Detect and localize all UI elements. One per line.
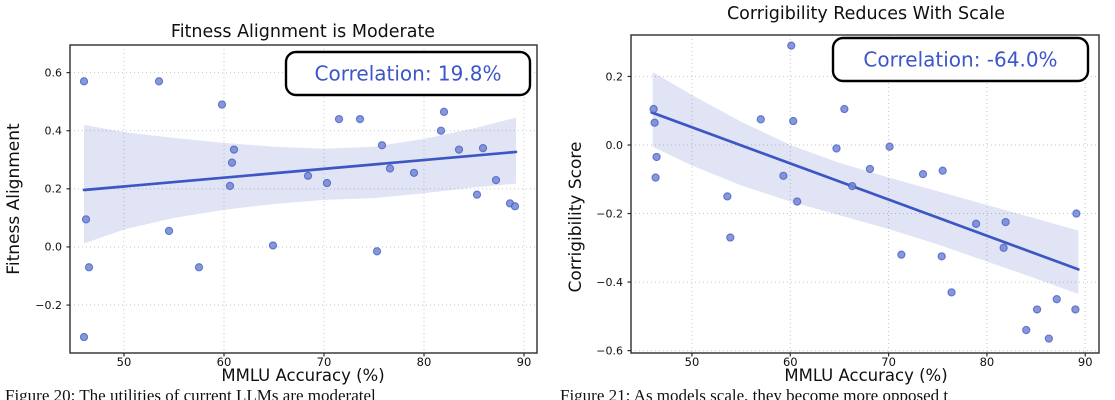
data-point [84, 263, 94, 272]
data-point [937, 252, 946, 261]
data-point [472, 190, 482, 199]
x-tick-label: 90 [1078, 355, 1093, 369]
data-point [726, 233, 735, 242]
data-point [79, 77, 89, 86]
chart-title: Corrigibility Reduces With Scale [727, 4, 1005, 24]
correlation-box [831, 36, 1090, 83]
data-point [229, 145, 239, 154]
confidence-band [652, 72, 1079, 295]
caption-row: Figure 20: The utilities of current LLMs… [0, 387, 1115, 400]
data-point [439, 107, 449, 116]
data-point [756, 115, 765, 124]
data-point [303, 171, 313, 180]
data-point [1032, 305, 1042, 314]
y-tick-label: −0.2 [596, 207, 623, 220]
x-tick-label: 60 [217, 355, 232, 369]
data-point [787, 41, 796, 50]
figure-20-caption: Figure 20: The utilities of current LLMs… [5, 387, 376, 400]
data-point [1001, 217, 1010, 227]
trend-line [82, 150, 518, 192]
y-axis-label: Fitness Alignment [4, 123, 24, 275]
data-point [1052, 295, 1061, 304]
y-tick-label: −0.4 [596, 276, 623, 289]
x-axis-label: MMLU Accuracy (%) [221, 366, 384, 385]
data-point [649, 104, 658, 114]
data-point [885, 142, 894, 151]
x-tick-label: 50 [117, 355, 132, 369]
data-point [225, 181, 235, 191]
data-point [938, 166, 947, 175]
data-point [789, 116, 798, 126]
x-tick-label: 80 [980, 355, 995, 369]
axes-border [630, 34, 1100, 354]
data-point [1044, 334, 1054, 343]
confidence-band [84, 117, 516, 244]
data-point [1022, 325, 1031, 335]
data-point [779, 171, 788, 180]
data-point [81, 215, 91, 224]
y-tick-label: −0.6 [596, 344, 623, 357]
data-point [971, 219, 981, 228]
data-point [652, 152, 661, 162]
fitness-alignment-chart: 50 60 70 80 90 0.6 0.4 0.2 0.0 −0.2 Fitness Alignm… [4, 22, 538, 385]
data-point [377, 141, 387, 150]
data-point [334, 114, 344, 124]
chart-title: Fitness Alignment is Moderate [171, 22, 435, 42]
data-point [918, 169, 928, 179]
data-point [385, 164, 395, 173]
y-tick-label: 0.2 [606, 70, 624, 83]
data-point [1071, 305, 1080, 314]
x-tick-label: 90 [517, 355, 532, 369]
x-axis-label: MMLU Accuracy (%) [784, 366, 947, 385]
data-point [79, 332, 89, 342]
data-point [491, 175, 501, 185]
axes-border [69, 44, 538, 354]
data-point [723, 192, 732, 201]
data-point [164, 226, 174, 236]
x-tick-label: 80 [417, 355, 432, 369]
y-axis-label: Corrigibility Score [566, 142, 586, 293]
correlation-label: Correlation: 19.8% [315, 62, 502, 86]
data-point [1072, 209, 1081, 218]
data-point [217, 100, 227, 109]
data-point [355, 114, 365, 124]
data-point [154, 77, 164, 86]
data-point [999, 243, 1008, 252]
data-point [840, 104, 849, 114]
figure-21-caption: Figure 21: As models scale, they become … [560, 387, 949, 400]
y-tick-label: 0.0 [45, 241, 63, 254]
data-point [372, 247, 382, 256]
data-point [650, 118, 659, 127]
y-tick-label: 0.6 [45, 66, 63, 79]
x-tick-label: 50 [685, 355, 700, 369]
correlation-box [284, 50, 532, 97]
y-tick-label: 0.0 [606, 139, 624, 152]
data-point [227, 158, 237, 167]
data-point [865, 164, 875, 174]
correlation-label: Correlation: -64.0% [863, 48, 1057, 72]
data-point [832, 144, 841, 153]
x-tick-label: 70 [881, 355, 896, 369]
data-point [478, 144, 488, 153]
y-tick-label: 0.2 [45, 183, 63, 196]
y-tick-label: −0.2 [35, 299, 62, 312]
data-point [454, 145, 464, 154]
x-tick-label: 60 [783, 355, 798, 369]
data-point [194, 263, 204, 272]
corrigibility-chart: 50 60 70 80 90 0.2 0.0 −0.2 −0.4 −0.6 Corrigibilit… [566, 4, 1100, 385]
data-point [651, 173, 660, 182]
data-point [510, 202, 520, 211]
data-point [436, 126, 446, 135]
data-point [793, 197, 802, 206]
data-point [268, 241, 278, 250]
data-point [322, 178, 332, 188]
data-point [848, 181, 857, 191]
trend-line [650, 111, 1080, 271]
y-tick-label: 0.4 [45, 125, 63, 138]
data-point [947, 288, 956, 297]
x-tick-label: 70 [317, 355, 332, 369]
data-point [409, 168, 419, 177]
data-point [897, 250, 906, 259]
